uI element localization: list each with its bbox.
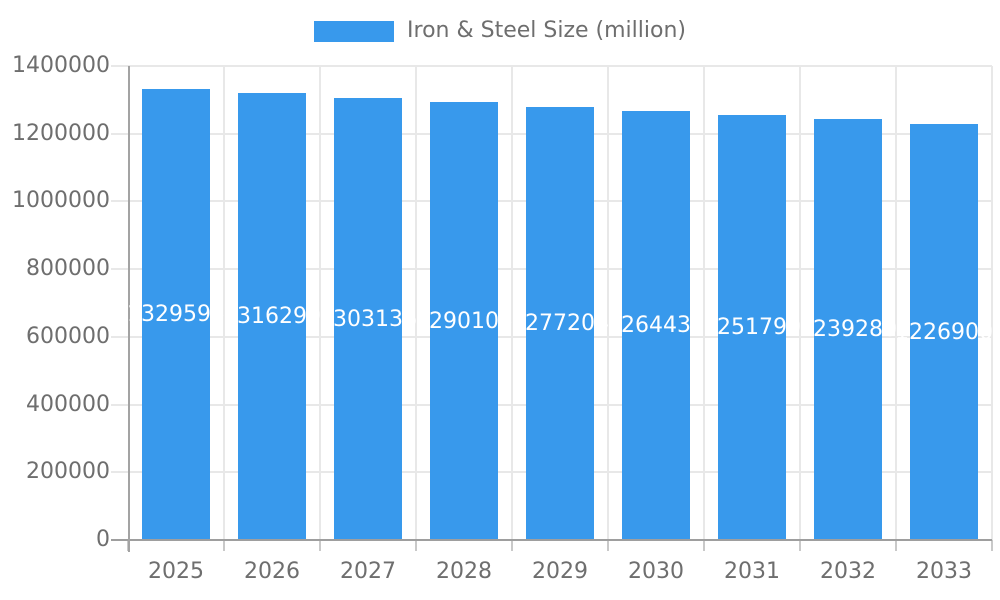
gridline-vertical bbox=[799, 66, 801, 540]
bar bbox=[910, 124, 978, 539]
bar bbox=[526, 107, 594, 539]
bar bbox=[718, 115, 786, 539]
x-tick-label: 2028 bbox=[436, 559, 492, 584]
x-tick-label: 2029 bbox=[532, 559, 588, 584]
gridline-vertical bbox=[511, 66, 513, 540]
x-axis-tick bbox=[703, 540, 705, 551]
bar bbox=[430, 102, 498, 539]
gridline-vertical bbox=[319, 66, 321, 540]
x-tick-label: 2026 bbox=[244, 559, 300, 584]
x-axis-tick bbox=[991, 540, 993, 551]
legend-swatch[interactable] bbox=[314, 20, 395, 42]
x-tick-label: 2031 bbox=[724, 559, 780, 584]
x-tick-label: 2032 bbox=[820, 559, 876, 584]
bar bbox=[238, 93, 306, 539]
x-axis-tick bbox=[895, 540, 897, 551]
gridline-vertical bbox=[991, 66, 993, 540]
y-tick-label: 400000 bbox=[26, 391, 110, 417]
gridline-vertical bbox=[607, 66, 609, 540]
x-axis-tick bbox=[223, 540, 225, 551]
legend: Iron & Steel Size (million) bbox=[0, 17, 1000, 45]
x-axis-tick bbox=[799, 540, 801, 551]
x-tick-label: 2033 bbox=[916, 559, 972, 584]
x-axis-line bbox=[111, 539, 992, 541]
x-tick-label: 2030 bbox=[628, 559, 684, 584]
y-tick-label: 800000 bbox=[26, 256, 110, 282]
y-tick-label: 1400000 bbox=[12, 53, 110, 78]
y-tick-label: 1000000 bbox=[12, 188, 110, 214]
x-axis-tick bbox=[319, 540, 321, 551]
bar bbox=[142, 89, 210, 539]
legend-label: Iron & Steel Size (million) bbox=[407, 18, 686, 43]
gridline-vertical bbox=[703, 66, 705, 540]
bar bbox=[334, 98, 402, 539]
gridline-vertical bbox=[415, 66, 417, 540]
y-tick-label: 200000 bbox=[26, 459, 110, 485]
y-tick-label: 1200000 bbox=[12, 120, 110, 146]
y-tick-label: 600000 bbox=[26, 323, 110, 349]
bar bbox=[814, 119, 882, 539]
gridline-vertical bbox=[223, 66, 225, 540]
x-tick-label: 2025 bbox=[148, 559, 204, 584]
x-axis-tick bbox=[415, 540, 417, 551]
bar bbox=[622, 111, 690, 539]
gridline-vertical bbox=[895, 66, 897, 540]
plot-area: 1329595 1316299 1303136 1290105 1277204 12644… bbox=[111, 65, 993, 552]
x-axis-tick bbox=[607, 540, 609, 551]
gridline-horizontal bbox=[111, 65, 992, 67]
y-tick-label: 0 bbox=[96, 527, 110, 552]
y-axis-line bbox=[128, 66, 130, 552]
x-tick-label: 2027 bbox=[340, 559, 396, 584]
x-axis-tick bbox=[511, 540, 513, 551]
